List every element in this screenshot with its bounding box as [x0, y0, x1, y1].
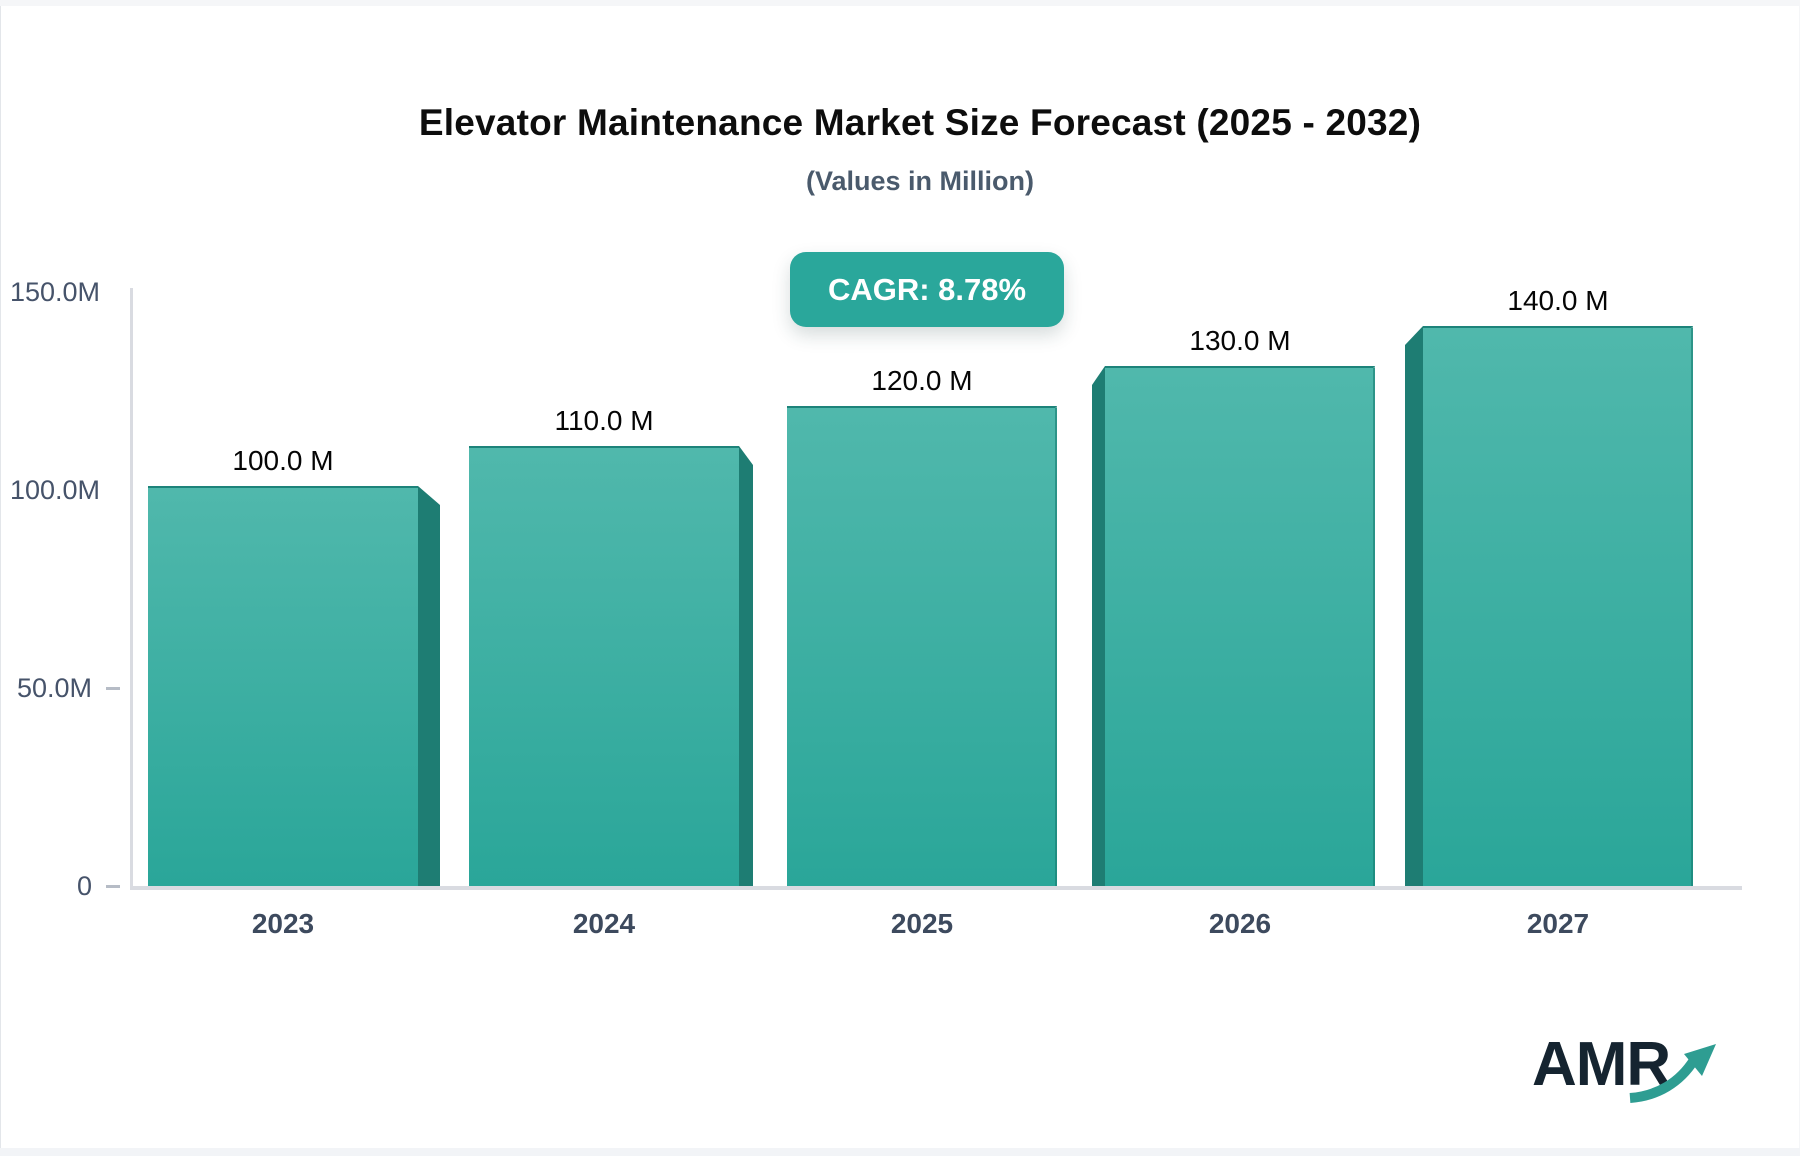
y-tick-label: 50.0M: [16, 673, 92, 703]
bar-face: [148, 486, 418, 886]
bar-3d-side: [418, 486, 440, 886]
bar-3d-side: [739, 446, 753, 886]
bar-value-label: 110.0 M: [554, 405, 654, 436]
x-category-label: 2027: [1526, 908, 1590, 939]
bar-value-label: 140.0 M: [1507, 285, 1609, 316]
y-tick-label: 100.0M: [9, 475, 100, 505]
chart-title: Elevator Maintenance Market Size Forecas…: [418, 102, 1422, 143]
bar-2024[interactable]: [469, 446, 753, 886]
bar-2025[interactable]: [787, 406, 1057, 886]
x-axis-line: [130, 886, 1742, 890]
cagr-badge: CAGR: 8.78%: [790, 252, 1064, 327]
y-tick-label: 0: [76, 871, 92, 901]
bottom-strip: [0, 1148, 1800, 1156]
amr-logo: AMR: [1532, 1030, 1722, 1116]
x-category-label: 2023: [251, 908, 315, 939]
y-tick-dash: [106, 687, 120, 690]
x-category-label: 2024: [572, 908, 636, 939]
bar-value-label: 130.0 M: [1189, 325, 1291, 356]
chart-subtitle: (Values in Million): [805, 166, 1035, 196]
bar-2026[interactable]: [1092, 366, 1375, 886]
bar-value-label: 120.0 M: [871, 365, 973, 396]
x-category-label: 2025: [890, 908, 954, 939]
y-axis-line: [130, 288, 133, 888]
trending-up-arrow-icon: [1629, 1044, 1716, 1103]
bar-face: [1105, 366, 1375, 886]
bar-2027[interactable]: [1405, 326, 1693, 886]
amr-logo-text: AMR: [1532, 1030, 1671, 1099]
bar-value-label: 100.0 M: [232, 445, 334, 476]
bar-2023[interactable]: [148, 486, 440, 886]
bar-face: [1423, 326, 1693, 886]
y-tick-label: 150.0M: [9, 277, 100, 307]
x-category-label: 2026: [1208, 908, 1272, 939]
bar-3d-side: [1405, 326, 1423, 886]
bar-face: [469, 446, 739, 886]
bar-3d-side: [1092, 366, 1105, 886]
cagr-badge-label: CAGR: 8.78%: [827, 271, 1027, 307]
y-tick-dash: [106, 885, 120, 888]
bar-face: [787, 406, 1057, 886]
